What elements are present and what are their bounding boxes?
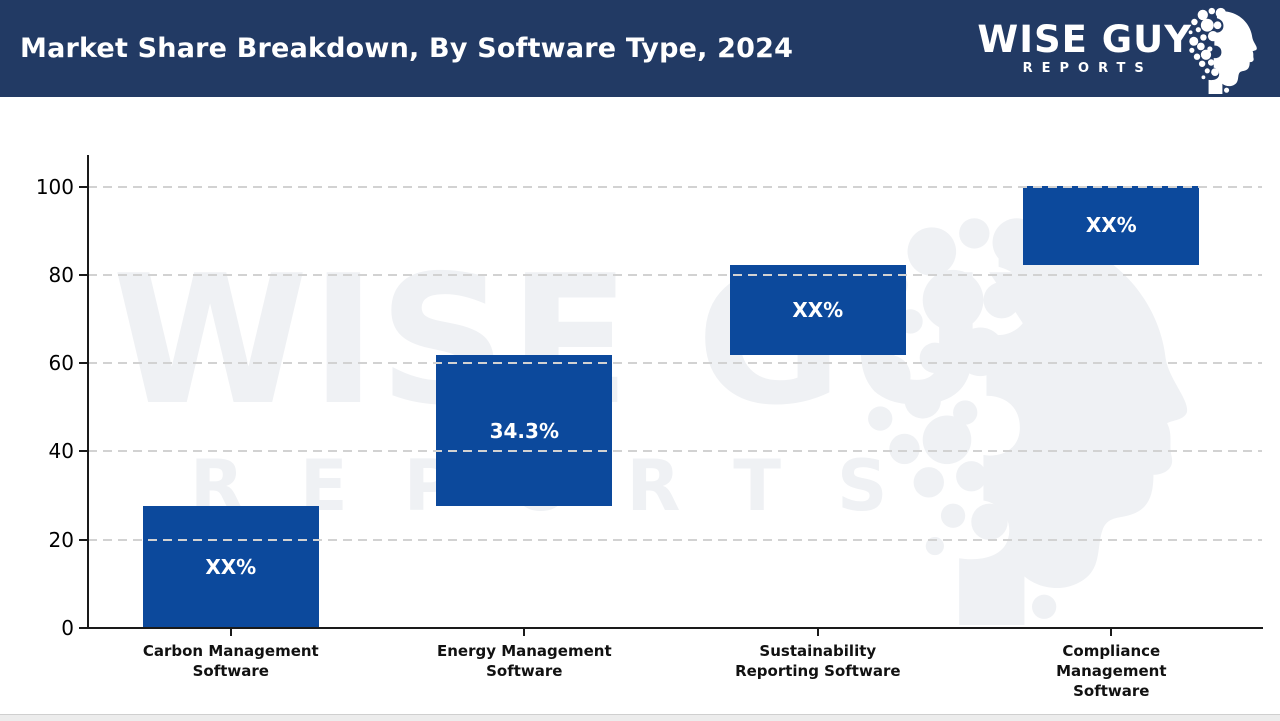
logo-subtitle: REPORTS — [1022, 61, 1153, 76]
x-tick-4 — [1110, 629, 1113, 636]
x-axis-line — [87, 627, 1263, 629]
bar-segment-3: XX% — [729, 265, 906, 356]
wise-guy-reports-logo: WISE GUY REPORTS — [977, 0, 1270, 97]
logo-wordmark: WISE GUY — [977, 18, 1192, 61]
y-tick-0 — [79, 627, 88, 629]
gridline-80 — [88, 273, 1262, 276]
gridline-40 — [88, 450, 1262, 453]
y-tick-label-80: 80 — [48, 262, 74, 287]
y-tick-label-0: 0 — [61, 616, 74, 640]
x-tick-1 — [229, 629, 232, 636]
gridline-60 — [88, 362, 1262, 365]
gridline-20 — [88, 538, 1262, 541]
y-tick-label-100: 100 — [35, 174, 74, 199]
x-category-label-4: Compliance Management Software — [1056, 642, 1167, 700]
bar-segment-1: XX% — [142, 506, 319, 627]
waterfall-chart: 0 20 40 60 80 100 XX% Carbon Management Softwar… — [0, 97, 1280, 714]
gridline-100 — [88, 185, 1262, 188]
bar-value-label-2: 34.3% — [489, 418, 559, 443]
bar-value-label-3: XX% — [792, 298, 844, 323]
x-category-label-3: Sustainability Reporting Software — [735, 642, 901, 680]
y-axis-line — [87, 155, 89, 629]
y-tick-20 — [79, 538, 88, 541]
y-tick-label-20: 20 — [48, 527, 74, 552]
bar-segment-2: 34.3% — [436, 355, 613, 507]
y-tick-100 — [79, 185, 88, 188]
x-category-label-1: Carbon Management Software — [142, 642, 319, 680]
y-tick-label-40: 40 — [48, 439, 74, 464]
header-bar: Market Share Breakdown, By Software Type… — [0, 0, 1280, 97]
bar-value-label-1: XX% — [205, 554, 257, 579]
bar-segment-4: XX% — [1023, 185, 1200, 266]
y-tick-80 — [79, 273, 88, 276]
bottom-edge — [0, 714, 1280, 721]
page-title: Market Share Breakdown, By Software Type… — [20, 33, 794, 64]
bar-value-label-4: XX% — [1085, 213, 1137, 238]
y-tick-60 — [79, 362, 88, 365]
x-category-label-2: Energy Management Software — [436, 642, 612, 680]
logo-text: WISE GUY REPORTS — [977, 21, 1192, 76]
x-tick-3 — [816, 629, 819, 636]
y-tick-40 — [79, 450, 88, 453]
y-tick-label-60: 60 — [48, 351, 74, 376]
x-tick-2 — [523, 629, 526, 636]
